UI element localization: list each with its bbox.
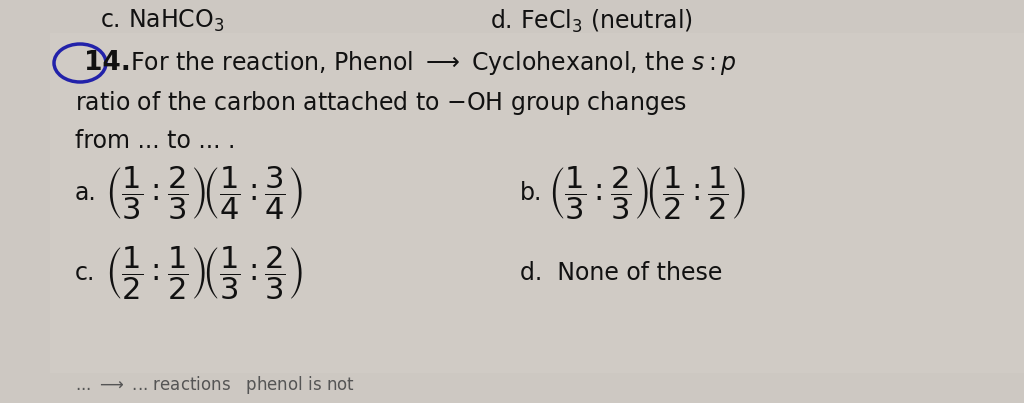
Text: d. FeCl$_3$ (neutral): d. FeCl$_3$ (neutral) (490, 7, 693, 35)
Text: b.: b. (520, 181, 543, 205)
Text: ... $\longrightarrow$ ... reactions   phenol is not: ... $\longrightarrow$ ... reactions phen… (75, 374, 355, 396)
Text: d.  None of these: d. None of these (520, 261, 722, 285)
Text: $\left(\dfrac{1}{3}:\dfrac{2}{3}\right)\!\left(\dfrac{1}{4}:\dfrac{3}{4}\right)$: $\left(\dfrac{1}{3}:\dfrac{2}{3}\right)\… (105, 164, 303, 222)
Text: For the reaction, Phenol $\longrightarrow$ Cyclohexanol, the $s:p$: For the reaction, Phenol $\longrightarro… (130, 49, 736, 77)
Text: 14.: 14. (84, 50, 131, 76)
Text: c.: c. (75, 261, 95, 285)
Text: from ... to ... .: from ... to ... . (75, 129, 236, 153)
Text: a.: a. (75, 181, 96, 205)
Text: $\left(\dfrac{1}{2}:\dfrac{1}{2}\right)\!\left(\dfrac{1}{3}:\dfrac{2}{3}\right)$: $\left(\dfrac{1}{2}:\dfrac{1}{2}\right)\… (105, 244, 303, 302)
Text: c. NaHCO$_3$: c. NaHCO$_3$ (100, 8, 224, 34)
Text: $\left(\dfrac{1}{3}:\dfrac{2}{3}\right)\!\left(\dfrac{1}{2}:\dfrac{1}{2}\right)$: $\left(\dfrac{1}{3}:\dfrac{2}{3}\right)\… (548, 164, 746, 222)
Text: ratio of the carbon attached to $-$OH group changes: ratio of the carbon attached to $-$OH gr… (75, 89, 687, 117)
FancyBboxPatch shape (50, 33, 1024, 373)
